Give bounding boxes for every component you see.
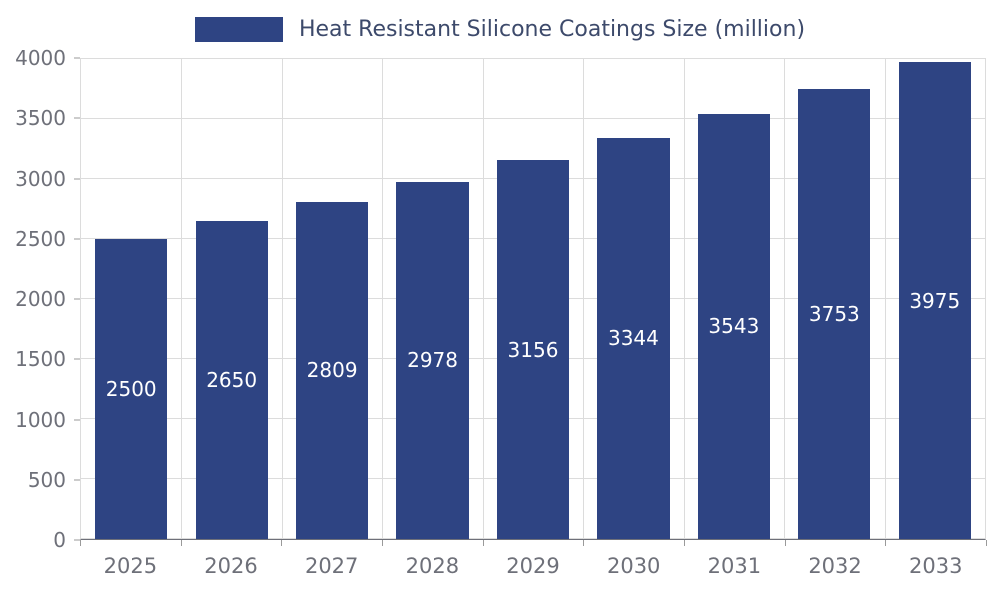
x-tick-label: 2031 bbox=[707, 554, 762, 578]
x-tick-label: 2033 bbox=[908, 554, 963, 578]
x-tick-label: 2029 bbox=[506, 554, 560, 578]
x-axis-tick bbox=[784, 540, 786, 546]
gridline-vertical bbox=[181, 59, 183, 539]
bar-2030[interactable]: 3344 bbox=[597, 137, 670, 539]
x-axis-tick bbox=[180, 540, 182, 546]
bar-value-label: 2650 bbox=[206, 368, 258, 392]
gridline-vertical bbox=[784, 59, 786, 539]
x-tick-label: 2026 bbox=[204, 554, 258, 578]
x-tick-label: 2032 bbox=[808, 554, 862, 578]
bar-value-label: 3344 bbox=[607, 326, 659, 351]
y-tick-label: 1500 bbox=[15, 347, 66, 372]
legend-swatch bbox=[194, 16, 283, 42]
bar-2029[interactable]: 3156 bbox=[496, 160, 570, 539]
y-axis-tick bbox=[74, 57, 80, 59]
bar-value-label: 2500 bbox=[105, 377, 157, 401]
x-axis-tick bbox=[482, 540, 484, 546]
bar-value-label: 3753 bbox=[808, 301, 860, 326]
x-axis-tick bbox=[986, 540, 987, 546]
bar-2025[interactable]: 2500 bbox=[95, 239, 168, 539]
x-axis-tick bbox=[683, 540, 685, 546]
bar-value-label: 3975 bbox=[909, 288, 961, 313]
plot-wrap: 2500 2650 2809 2978 3156 3344 3543 3753 3975 202… bbox=[80, 58, 987, 592]
bar-2027[interactable]: 2809 bbox=[295, 201, 369, 539]
y-tick-label: 3000 bbox=[15, 166, 66, 191]
y-tick-label: 2500 bbox=[15, 226, 66, 251]
y-axis-tick bbox=[74, 298, 80, 300]
x-tick-label: 2030 bbox=[606, 554, 661, 578]
y-axis-tick bbox=[74, 539, 80, 541]
y-axis-tick bbox=[74, 358, 80, 360]
bar-value-label: 3543 bbox=[708, 314, 760, 339]
bar-2026[interactable]: 2650 bbox=[195, 221, 268, 539]
x-axis: 2025 2026 2027 2028 2029 2030 2031 2032 2033 bbox=[80, 540, 987, 592]
y-tick-label: 1000 bbox=[15, 407, 66, 432]
gridline-vertical bbox=[382, 59, 384, 539]
bar-2031[interactable]: 3543 bbox=[697, 113, 771, 539]
x-axis-tick bbox=[281, 540, 283, 546]
bar-2032[interactable]: 3753 bbox=[798, 88, 871, 539]
x-axis-tick bbox=[885, 540, 887, 546]
y-tick-label: 0 bbox=[53, 528, 66, 552]
y-axis-tick bbox=[74, 479, 80, 481]
y-axis: 0 500 1000 1500 2000 2500 3000 3500 4000 bbox=[0, 48, 80, 550]
chart-body: 0 500 1000 1500 2000 2500 3000 3500 4000 2500 265… bbox=[0, 48, 1000, 592]
y-tick-label: 4000 bbox=[15, 46, 66, 70]
legend-item[interactable]: Heat Resistant Silicone Coatings Size (m… bbox=[0, 12, 1000, 46]
y-tick-label: 2000 bbox=[15, 287, 66, 311]
gridline-vertical bbox=[683, 59, 685, 539]
legend-label: Heat Resistant Silicone Coatings Size (m… bbox=[298, 16, 806, 42]
y-axis-tick bbox=[74, 117, 80, 119]
x-tick-label: 2028 bbox=[405, 554, 460, 578]
x-tick-label: 2027 bbox=[304, 554, 359, 578]
y-tick-label: 500 bbox=[27, 467, 66, 492]
y-axis-tick bbox=[74, 178, 80, 179]
gridline-vertical bbox=[482, 59, 484, 539]
bar-value-label: 2809 bbox=[306, 358, 358, 383]
bar-value-label: 2978 bbox=[407, 348, 458, 373]
gridline-vertical bbox=[583, 59, 585, 539]
y-axis-tick bbox=[74, 419, 80, 420]
y-tick-label: 3500 bbox=[15, 106, 66, 131]
gridline-horizontal bbox=[81, 118, 985, 119]
x-axis-tick bbox=[381, 540, 383, 546]
gridline-vertical bbox=[884, 59, 886, 539]
bar-2028[interactable]: 2978 bbox=[396, 181, 469, 539]
x-tick-label: 2025 bbox=[103, 554, 158, 578]
x-axis-tick bbox=[80, 540, 81, 546]
y-axis-tick bbox=[74, 238, 80, 240]
x-axis-tick bbox=[583, 540, 585, 546]
plot-area: 2500 2650 2809 2978 3156 3344 3543 3753 3975 bbox=[80, 58, 986, 540]
gridline-horizontal bbox=[81, 58, 985, 59]
bar-2033[interactable]: 3975 bbox=[898, 62, 971, 539]
bar-value-label: 3156 bbox=[507, 337, 559, 362]
gridline-vertical bbox=[281, 59, 283, 539]
